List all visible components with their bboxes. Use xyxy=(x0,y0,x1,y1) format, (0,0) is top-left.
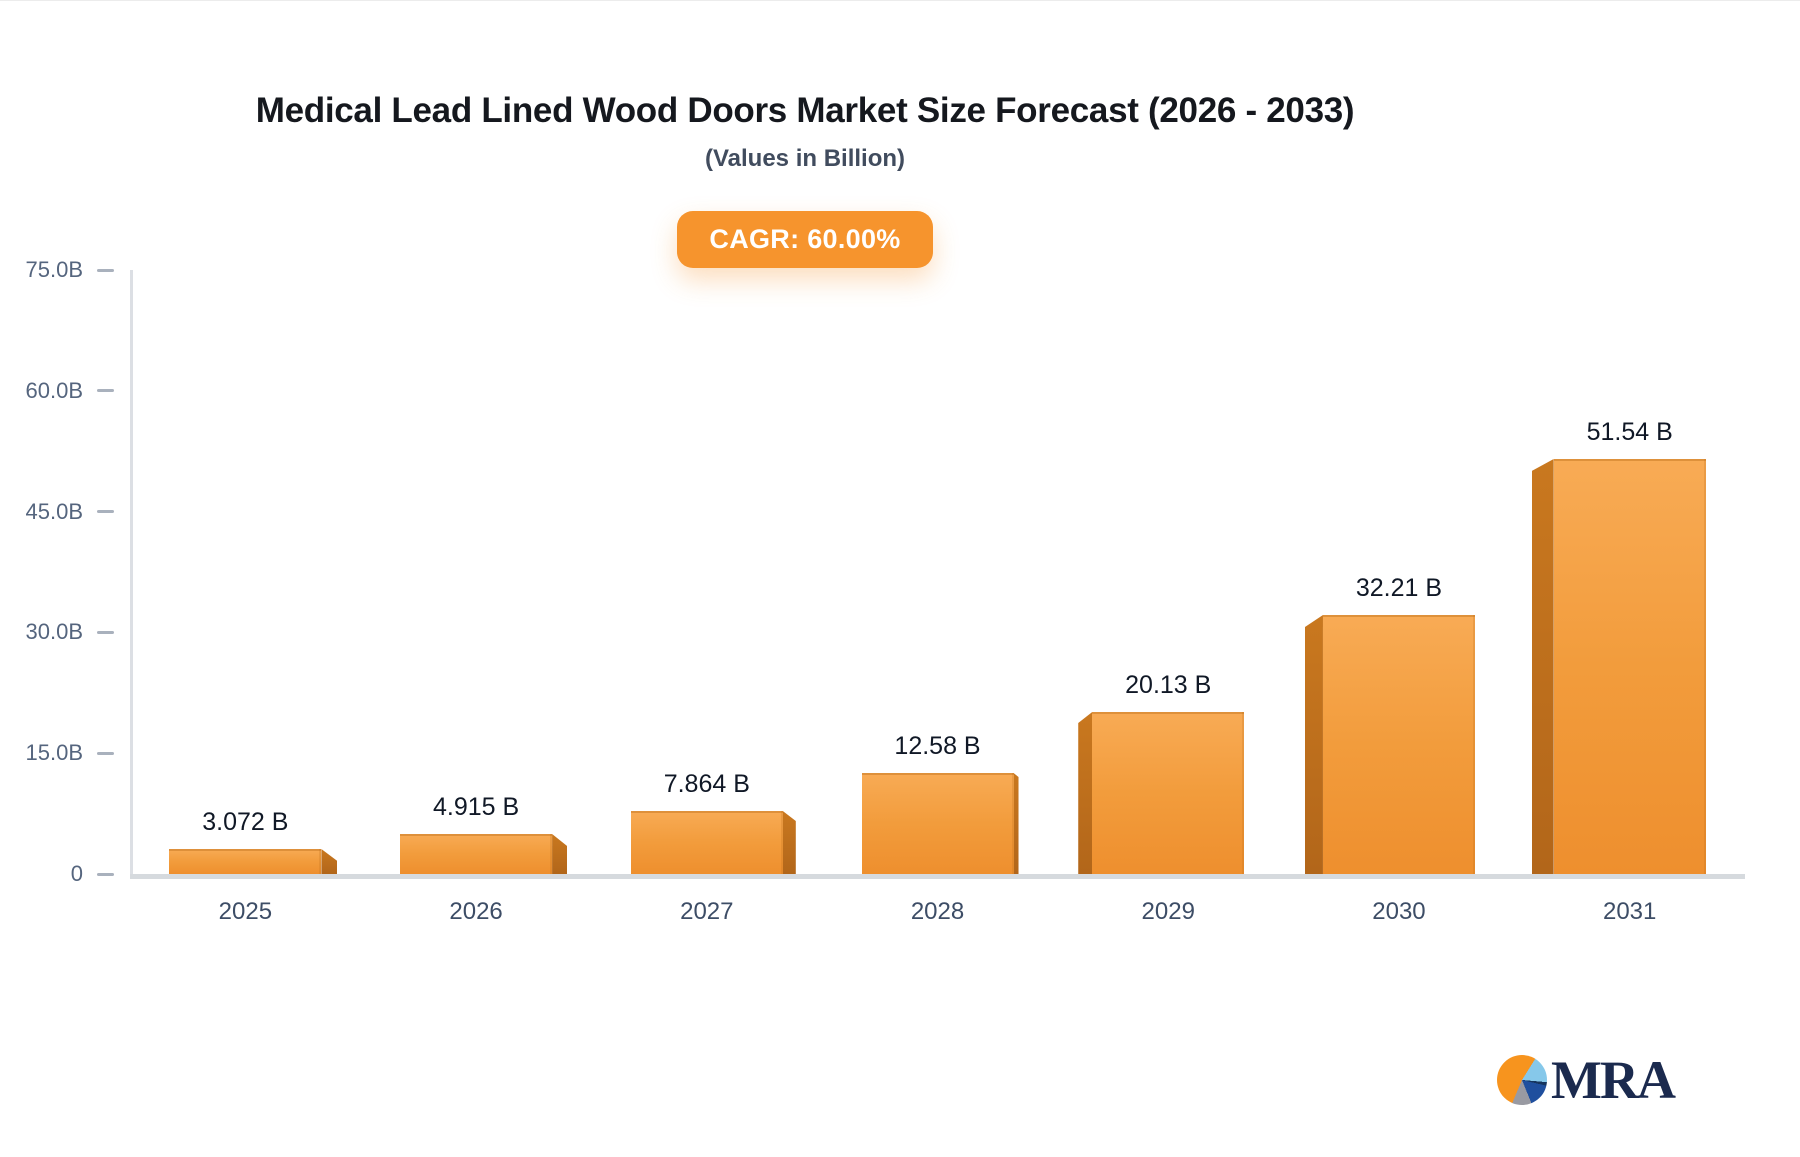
y-axis-tick-dash xyxy=(97,510,114,514)
bar-value-label: 20.13 B xyxy=(1125,671,1212,699)
y-axis-tick: 0 xyxy=(71,861,130,887)
bar-value-label: 51.54 B xyxy=(1586,418,1673,446)
bar-group: 7.864 B xyxy=(630,770,796,874)
bar-slot: 20.13 B 2029 xyxy=(1053,270,1284,925)
y-axis-tick-dash xyxy=(97,268,114,272)
bar-chart: 3.072 B 2025 4.915 B 2026 7.864 B 2027 12.58 B… xyxy=(26,257,1745,925)
x-axis-label: 2026 xyxy=(449,898,503,925)
bar-group: 20.13 B xyxy=(1078,671,1245,874)
y-axis-tick: 45.0B xyxy=(26,499,131,525)
bar-group: 32.21 B xyxy=(1304,574,1475,874)
bar-side-face xyxy=(1531,459,1554,874)
bar-face[interactable] xyxy=(861,773,1014,874)
bar-face[interactable] xyxy=(1092,712,1245,874)
y-axis-tick: 75.0B xyxy=(26,257,131,283)
pie-chart-logo-icon xyxy=(1497,1055,1548,1105)
x-axis-label: 2028 xyxy=(910,898,965,925)
bar-value-label: 7.864 B xyxy=(663,770,750,798)
bar-face[interactable] xyxy=(400,834,553,874)
bar-face[interactable] xyxy=(630,811,783,874)
y-axis-tick: 60.0B xyxy=(26,378,131,404)
bar-slot: 51.54 B 2031 xyxy=(1514,270,1745,925)
y-axis-tick-label: 30.0B xyxy=(25,619,84,645)
y-axis-tick-label: 0 xyxy=(70,861,83,886)
bar-face[interactable] xyxy=(169,849,322,874)
plot-area: 3.072 B 2025 4.915 B 2026 7.864 B 2027 12.58 B… xyxy=(26,257,1745,925)
y-axis-tick-dash xyxy=(97,751,114,755)
bar-slot: 32.21 B 2030 xyxy=(1284,270,1515,925)
y-axis-tick-dash xyxy=(97,872,114,876)
x-axis-label: 2027 xyxy=(680,898,734,925)
bar-side-face xyxy=(321,849,338,874)
y-axis-tick-label: 60.0B xyxy=(25,377,84,403)
bar-group: 4.915 B xyxy=(400,793,568,874)
bar-slot: 12.58 B 2028 xyxy=(822,270,1053,925)
bar-side-face xyxy=(1304,615,1323,874)
bar-value-label: 4.915 B xyxy=(432,793,520,821)
y-axis-tick-label: 45.0B xyxy=(25,498,84,524)
y-axis-tick-label: 15.0B xyxy=(25,740,84,766)
bar-value-label: 3.072 B xyxy=(202,808,289,836)
chart-header: Medical Lead Lined Wood Doors Market Siz… xyxy=(0,1,1610,268)
y-axis-tick-dash xyxy=(97,630,114,634)
bar-slot: 7.864 B 2027 xyxy=(591,270,822,925)
bars-container: 3.072 B 2025 4.915 B 2026 7.864 B 2027 12.58 B… xyxy=(130,270,1745,925)
bar-group: 3.072 B xyxy=(169,808,338,874)
y-axis-tick-label: 75.0B xyxy=(25,257,84,282)
mra-logo: MRA xyxy=(1497,1050,1676,1110)
y-axis-tick: 15.0B xyxy=(26,740,131,766)
bar-slot: 3.072 B 2025 xyxy=(130,270,361,925)
x-axis-label: 2031 xyxy=(1602,898,1657,925)
x-axis-label: 2025 xyxy=(218,898,273,925)
bar-group: 51.54 B xyxy=(1531,418,1706,874)
x-axis-label: 2029 xyxy=(1141,898,1195,925)
bar-face[interactable] xyxy=(1553,459,1706,874)
bar-side-face xyxy=(552,834,568,874)
y-axis-tick-dash xyxy=(97,389,114,393)
page-title: Medical Lead Lined Wood Doors Market Siz… xyxy=(255,91,1355,130)
bar-face[interactable] xyxy=(1322,615,1475,874)
cagr-badge: CAGR: 60.00% xyxy=(677,211,933,268)
bar-side-face xyxy=(1078,712,1093,874)
y-axis-tick: 30.0B xyxy=(26,619,131,645)
bar-value-label: 32.21 B xyxy=(1355,574,1443,602)
logo-text: MRA xyxy=(1551,1050,1676,1110)
x-axis-label: 2030 xyxy=(1372,898,1426,925)
bar-value-label: 12.58 B xyxy=(894,732,981,760)
chart-subtitle: (Values in Billion) xyxy=(704,145,906,172)
bar-group: 12.58 B xyxy=(861,732,1019,874)
bar-side-face xyxy=(782,811,796,874)
bar-side-face xyxy=(1013,773,1019,874)
bar-slot: 4.915 B 2026 xyxy=(361,270,592,925)
